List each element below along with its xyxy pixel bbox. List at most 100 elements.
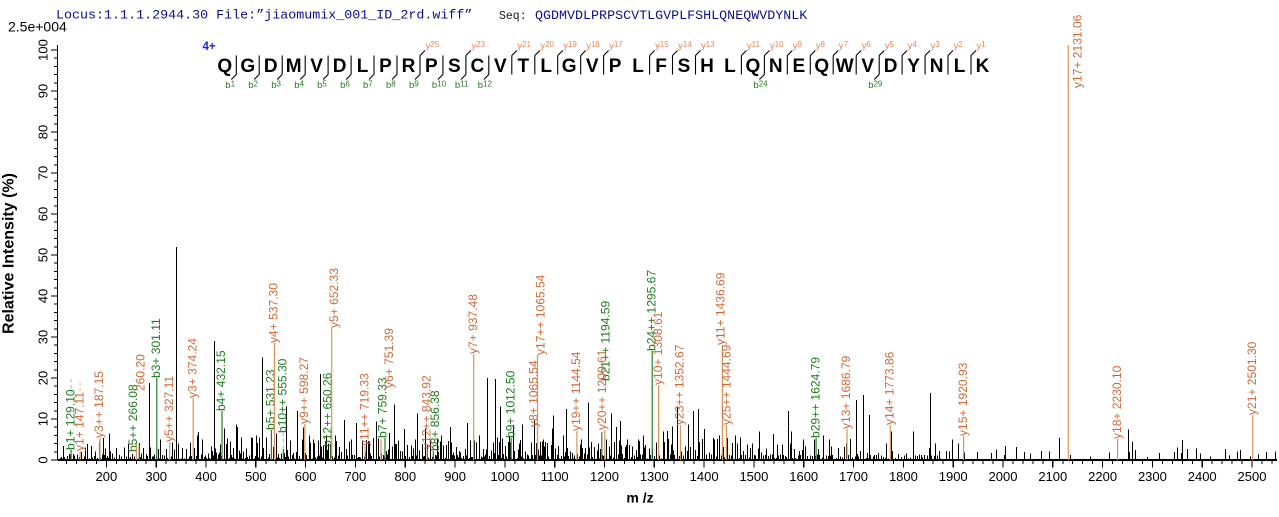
svg-text:L: L xyxy=(357,56,369,77)
svg-text:T: T xyxy=(517,56,529,77)
svg-text:Q: Q xyxy=(217,56,232,77)
svg-text:L: L xyxy=(724,56,736,77)
svg-text:2100: 2100 xyxy=(1038,469,1067,484)
svg-text:80: 80 xyxy=(36,125,51,139)
svg-text:S: S xyxy=(448,56,461,77)
svg-text:y10+ 1308.61: y10+ 1308.61 xyxy=(651,311,665,385)
svg-text:b29++ 1624.79: b29++ 1624.79 xyxy=(808,357,822,438)
svg-text:G: G xyxy=(562,56,577,77)
svg-text:QGDMVDLPRPSCVTLGVPLFSHLQNEQWVD: QGDMVDLPRPSCVTLGVPLFSHLQNEQWVDYNLK xyxy=(535,9,807,24)
svg-text:b11: b11 xyxy=(455,80,469,92)
svg-text:300: 300 xyxy=(145,469,167,484)
svg-text:y11: y11 xyxy=(747,40,761,52)
svg-text:1800: 1800 xyxy=(889,469,918,484)
svg-text:b3+ 301.11: b3+ 301.11 xyxy=(149,318,163,378)
svg-text:2200: 2200 xyxy=(1088,469,1117,484)
svg-text:2300: 2300 xyxy=(1138,469,1167,484)
svg-text:S: S xyxy=(678,56,691,77)
svg-text:400: 400 xyxy=(195,469,217,484)
svg-text:y1: y1 xyxy=(977,40,987,52)
svg-text:60: 60 xyxy=(36,207,51,221)
svg-text:b8+ 856.38: b8+ 856.38 xyxy=(428,390,442,451)
svg-text:y5+ 652.33: y5+ 652.33 xyxy=(327,268,341,328)
svg-text:y3: y3 xyxy=(931,40,941,52)
svg-text:y9++ 598.27: y9++ 598.27 xyxy=(297,357,311,424)
svg-text:b8: b8 xyxy=(386,80,396,92)
svg-text:Q: Q xyxy=(814,56,829,77)
svg-text:b7: b7 xyxy=(363,80,373,92)
svg-text:V: V xyxy=(494,56,507,77)
svg-text:W: W xyxy=(836,56,854,77)
svg-text:N: N xyxy=(769,56,783,77)
svg-text:1500: 1500 xyxy=(739,469,768,484)
svg-text:1300: 1300 xyxy=(640,469,669,484)
svg-text:y5++ 327.11: y5++ 327.11 xyxy=(162,376,176,442)
svg-text:L: L xyxy=(632,56,644,77)
svg-text:100: 100 xyxy=(36,39,51,61)
svg-text:y12++ 843.92: y12++ 843.92 xyxy=(419,375,433,449)
svg-text:b2: b2 xyxy=(248,80,258,92)
svg-text:y21+ 2501.30: y21+ 2501.30 xyxy=(1245,341,1259,415)
svg-text:y11+ 1436.69: y11+ 1436.69 xyxy=(714,272,728,345)
svg-text:b1: b1 xyxy=(225,80,235,92)
svg-text:b5++ 266.08: b5++ 266.08 xyxy=(126,384,140,452)
svg-text:M: M xyxy=(286,56,302,77)
svg-text:D: D xyxy=(884,56,898,77)
svg-text:y20: y20 xyxy=(540,40,554,52)
svg-text:1100: 1100 xyxy=(541,469,569,484)
svg-text:b4+ 432.15: b4+ 432.15 xyxy=(214,350,228,411)
svg-text:y20++ 1200.61: y20++ 1200.61 xyxy=(595,349,609,430)
svg-text:b24: b24 xyxy=(753,80,768,92)
svg-text:y21: y21 xyxy=(517,40,531,52)
svg-text:y3+ 374.24: y3+ 374.24 xyxy=(185,338,199,398)
svg-text:y15: y15 xyxy=(655,40,669,52)
svg-text:90: 90 xyxy=(36,84,51,98)
svg-text:800: 800 xyxy=(394,469,416,484)
svg-text:y18: y18 xyxy=(586,40,600,52)
svg-text:K: K xyxy=(976,56,990,77)
svg-text:Locus:1.1.1.2944.30 File:”jiao: Locus:1.1.1.2944.30 File:”jiaomumix_001_… xyxy=(56,9,472,24)
svg-text:b21++ 1194.59: b21++ 1194.59 xyxy=(599,301,613,381)
svg-text:y3++ 187.15: y3++ 187.15 xyxy=(92,371,106,438)
svg-text:b1+ 129.10: b1+ 129.10 xyxy=(63,389,77,450)
svg-text:700: 700 xyxy=(345,469,367,484)
svg-text:L: L xyxy=(954,56,966,77)
svg-text:P: P xyxy=(425,56,438,77)
svg-text:y17+ 2131.06: y17+ 2131.06 xyxy=(1071,14,1085,88)
svg-text:b4: b4 xyxy=(294,80,304,92)
svg-text:m /z: m /z xyxy=(626,490,653,506)
svg-text:b12++ 650.26: b12++ 650.26 xyxy=(320,372,334,447)
svg-text:1600: 1600 xyxy=(789,469,818,484)
svg-text:260.20: 260.20 xyxy=(134,354,148,391)
svg-text:y7+ 937.48: y7+ 937.48 xyxy=(466,294,480,354)
svg-text:F: F xyxy=(655,56,667,77)
svg-text:y7: y7 xyxy=(839,40,849,52)
svg-text:R: R xyxy=(402,56,416,77)
svg-text:y23: y23 xyxy=(471,40,485,52)
svg-text:C: C xyxy=(471,56,485,77)
svg-text:10: 10 xyxy=(36,412,51,426)
svg-text:4+: 4+ xyxy=(203,41,216,53)
svg-text:y5: y5 xyxy=(885,40,895,52)
svg-text:y2: y2 xyxy=(954,40,964,52)
svg-text:30: 30 xyxy=(36,330,51,344)
svg-text:1700: 1700 xyxy=(839,469,868,484)
svg-text:b10: b10 xyxy=(432,80,447,92)
svg-text:y8: y8 xyxy=(816,40,826,52)
svg-text:y23++ 1352.67: y23++ 1352.67 xyxy=(673,344,687,425)
svg-text:y4: y4 xyxy=(908,40,918,52)
svg-text:0: 0 xyxy=(36,456,51,463)
svg-text:D: D xyxy=(264,56,278,77)
svg-text:b3: b3 xyxy=(271,80,281,92)
svg-text:Seq:: Seq: xyxy=(499,10,527,23)
svg-text:G: G xyxy=(240,56,255,77)
svg-text:V: V xyxy=(586,56,599,77)
svg-text:y19++ 1144.54: y19++ 1144.54 xyxy=(569,351,583,431)
svg-text:y9: y9 xyxy=(793,40,803,52)
svg-text:1900: 1900 xyxy=(939,469,968,484)
svg-text:b29: b29 xyxy=(868,80,883,92)
svg-text:y6: y6 xyxy=(862,40,872,52)
svg-text:200: 200 xyxy=(96,469,118,484)
svg-text:2.5e+004: 2.5e+004 xyxy=(8,19,67,35)
svg-text:20: 20 xyxy=(36,371,51,385)
